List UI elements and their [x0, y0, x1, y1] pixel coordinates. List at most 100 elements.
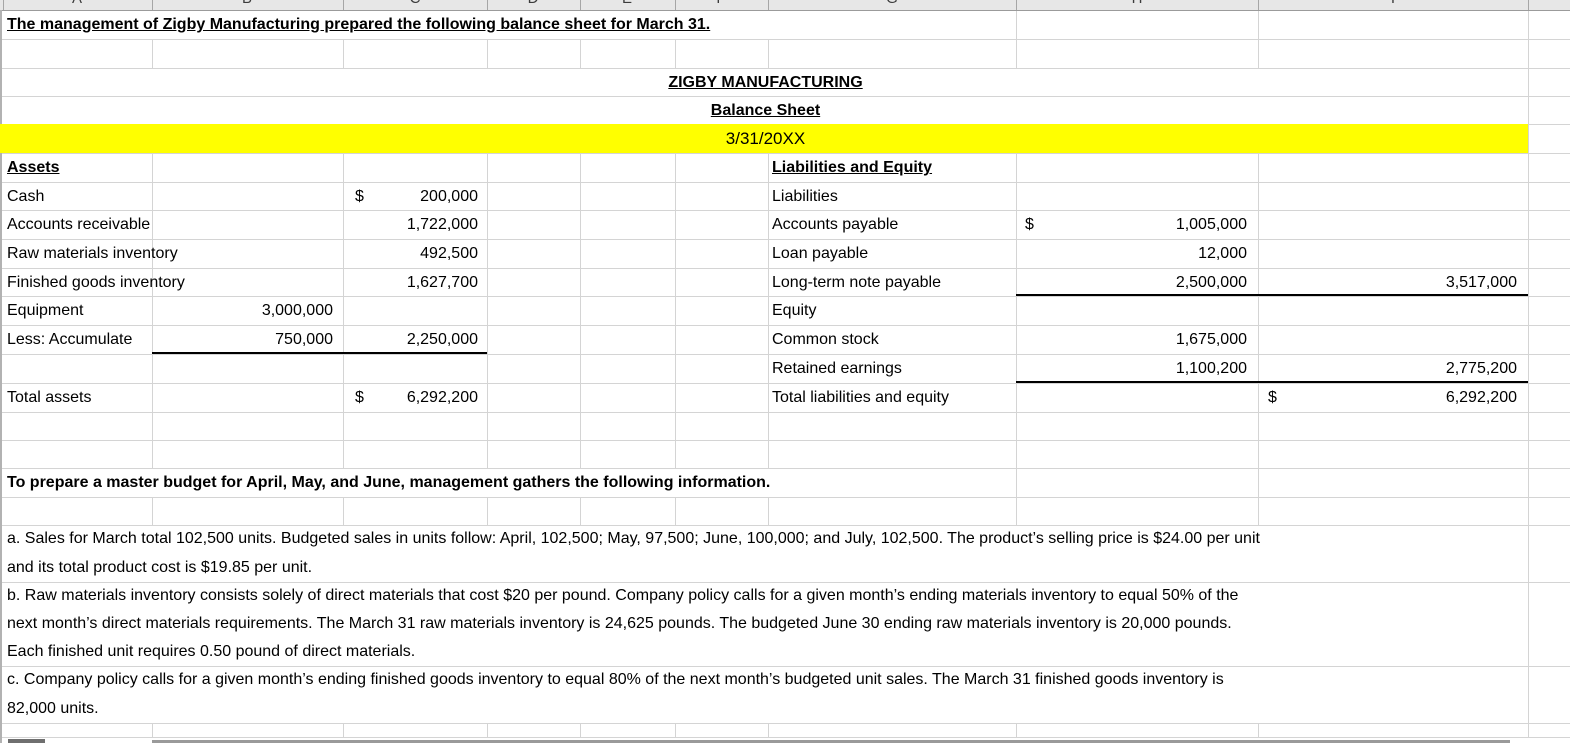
intro-text-cell[interactable]: The management of Zigby Manufacturing pr…	[7, 16, 711, 33]
gridline-vertical	[343, 723, 344, 737]
retained-earnings-label-cell[interactable]: Retained earnings	[772, 360, 902, 377]
column-header-C[interactable]: C	[395, 0, 435, 6]
gridline-vertical	[768, 39, 769, 68]
total-assets-amount-cell[interactable]: 6,292,200	[406, 389, 478, 406]
equipment-net-amount-cell[interactable]: 2,250,000	[406, 331, 478, 348]
note-a-cell[interactable]: a. Sales for March total 102,500 units. …	[7, 525, 1260, 582]
gridline-horizontal	[0, 666, 1570, 667]
equipment-amount-cell[interactable]: 3,000,000	[261, 302, 333, 319]
gridline-vertical	[768, 153, 769, 468]
subtotal-rule-equity	[1016, 381, 1528, 383]
gridline-vertical	[152, 39, 153, 68]
gridline-vertical	[343, 497, 344, 525]
subtotal-rule-assets	[152, 352, 487, 354]
column-header-H[interactable]: H	[1117, 0, 1157, 6]
accounts-payable-amount-cell[interactable]: 1,005,000	[1175, 216, 1247, 233]
gridline-vertical	[1258, 153, 1259, 525]
raw-materials-amount-cell[interactable]: 492,500	[420, 245, 478, 262]
gridline-vertical	[1016, 153, 1017, 525]
note-b-line-1: b. Raw materials inventory consists sole…	[7, 587, 1239, 604]
gridline-vertical	[1016, 723, 1017, 737]
total-liabilities-equity-amount-cell[interactable]: 6,292,200	[1445, 389, 1517, 406]
gridline-vertical	[1258, 723, 1259, 737]
total-liabilities-equity-currency-cell[interactable]: $	[1268, 389, 1277, 406]
column-header-B[interactable]: B	[227, 0, 267, 6]
loan-payable-label-cell[interactable]: Loan payable	[772, 245, 869, 262]
column-boundary-tick	[1016, 0, 1017, 10]
gridline-horizontal	[0, 268, 1570, 269]
column-header-strip: A B C D E F G H I	[0, 0, 1570, 11]
accounts-payable-currency-cell[interactable]: $	[1025, 216, 1034, 233]
cash-label-cell[interactable]: Cash	[7, 188, 45, 205]
gridline-horizontal	[0, 737, 1570, 738]
common-stock-amount-cell[interactable]: 1,675,000	[1175, 331, 1247, 348]
cash-amount-cell[interactable]: 200,000	[420, 188, 478, 205]
accounts-payable-label-cell[interactable]: Accounts payable	[772, 216, 899, 233]
cash-currency-cell[interactable]: $	[355, 188, 364, 205]
gridline-horizontal	[0, 383, 1570, 384]
gridline-vertical	[580, 39, 581, 68]
gridline-horizontal	[0, 582, 1570, 583]
note-b-line-2: next month’s direct materials requiremen…	[7, 615, 1232, 632]
accumulated-depreciation-label-cell[interactable]: Less: Accumulate	[7, 331, 133, 348]
report-title-cell[interactable]: Balance Sheet	[710, 102, 821, 119]
column-header-E[interactable]: E	[607, 0, 647, 6]
note-b-line-3: Each finished unit requires 0.50 pound o…	[7, 643, 416, 660]
gridline-vertical	[343, 153, 344, 468]
gridline-vertical	[1258, 10, 1259, 68]
long-term-note-label-cell[interactable]: Long-term note payable	[772, 274, 941, 291]
report-date-cell[interactable]: 3/31/20XX	[725, 129, 806, 148]
finished-goods-amount-cell[interactable]: 1,627,700	[406, 274, 478, 291]
long-term-note-amount-cell[interactable]: 2,500,000	[1175, 274, 1247, 291]
equity-section-cell[interactable]: Equity	[772, 302, 817, 319]
note-c-line-1: c. Company policy calls for a given mont…	[7, 671, 1224, 688]
budget-note-cell[interactable]: To prepare a master budget for April, Ma…	[7, 474, 771, 491]
accounts-receivable-amount-cell[interactable]: 1,722,000	[406, 216, 478, 233]
gridline-vertical	[675, 723, 676, 737]
gridline-horizontal	[0, 723, 1570, 724]
gridline-vertical	[487, 153, 488, 468]
total-liabilities-equity-label-cell[interactable]: Total liabilities and equity	[772, 389, 949, 406]
column-header-A[interactable]: A	[57, 0, 97, 6]
column-header-D[interactable]: D	[513, 0, 553, 6]
equity-total-amount-cell[interactable]: 2,775,200	[1445, 360, 1517, 377]
column-boundary-tick	[152, 0, 153, 10]
total-assets-label-cell[interactable]: Total assets	[7, 389, 92, 406]
total-assets-currency-cell[interactable]: $	[355, 389, 364, 406]
company-title-cell[interactable]: ZIGBY MANUFACTURING	[668, 74, 863, 91]
note-c-line-2: 82,000 units.	[7, 699, 99, 717]
raw-materials-label-cell[interactable]: Raw materials inventory	[7, 245, 178, 262]
gridline-horizontal	[0, 239, 1570, 240]
gridline-vertical	[580, 497, 581, 525]
gridline-vertical	[152, 497, 153, 525]
liabilities-section-cell[interactable]: Liabilities	[772, 188, 838, 205]
retained-earnings-amount-cell[interactable]: 1,100,200	[1175, 360, 1247, 377]
accounts-receivable-label-cell[interactable]: Accounts receivable	[7, 216, 151, 233]
column-header-F[interactable]: F	[701, 0, 741, 6]
finished-goods-label-cell[interactable]: Finished goods inventory	[7, 274, 185, 291]
liabilities-equity-header-cell[interactable]: Liabilities and Equity	[772, 159, 933, 176]
gridline-horizontal	[0, 468, 1570, 469]
liabilities-total-amount-cell[interactable]: 3,517,000	[1445, 274, 1517, 291]
column-boundary-tick	[487, 0, 488, 10]
gridline-horizontal	[0, 39, 1570, 40]
gridline-horizontal	[0, 153, 1570, 154]
note-b-cell[interactable]: b. Raw materials inventory consists sole…	[7, 582, 1238, 666]
partial-next-row-border-main	[152, 740, 1510, 743]
gridline-horizontal	[0, 68, 1570, 69]
gridline-vertical	[1016, 10, 1017, 68]
gridline-vertical	[675, 153, 676, 468]
column-boundary-tick	[1528, 0, 1529, 10]
equipment-label-cell[interactable]: Equipment	[7, 302, 84, 319]
loan-payable-amount-cell[interactable]: 12,000	[1198, 245, 1247, 262]
accumulated-depreciation-amount-cell[interactable]: 750,000	[275, 331, 333, 348]
column-header-G[interactable]: G	[872, 0, 912, 6]
assets-header-cell[interactable]: Assets	[7, 159, 60, 176]
gridline-vertical	[487, 723, 488, 737]
common-stock-label-cell[interactable]: Common stock	[772, 331, 879, 348]
column-header-I[interactable]: I	[1373, 0, 1413, 6]
gridline-vertical	[580, 153, 581, 468]
note-c-cell[interactable]: c. Company policy calls for a given mont…	[7, 666, 1224, 723]
gridline-vertical	[768, 723, 769, 737]
gridline-horizontal	[0, 96, 1570, 97]
